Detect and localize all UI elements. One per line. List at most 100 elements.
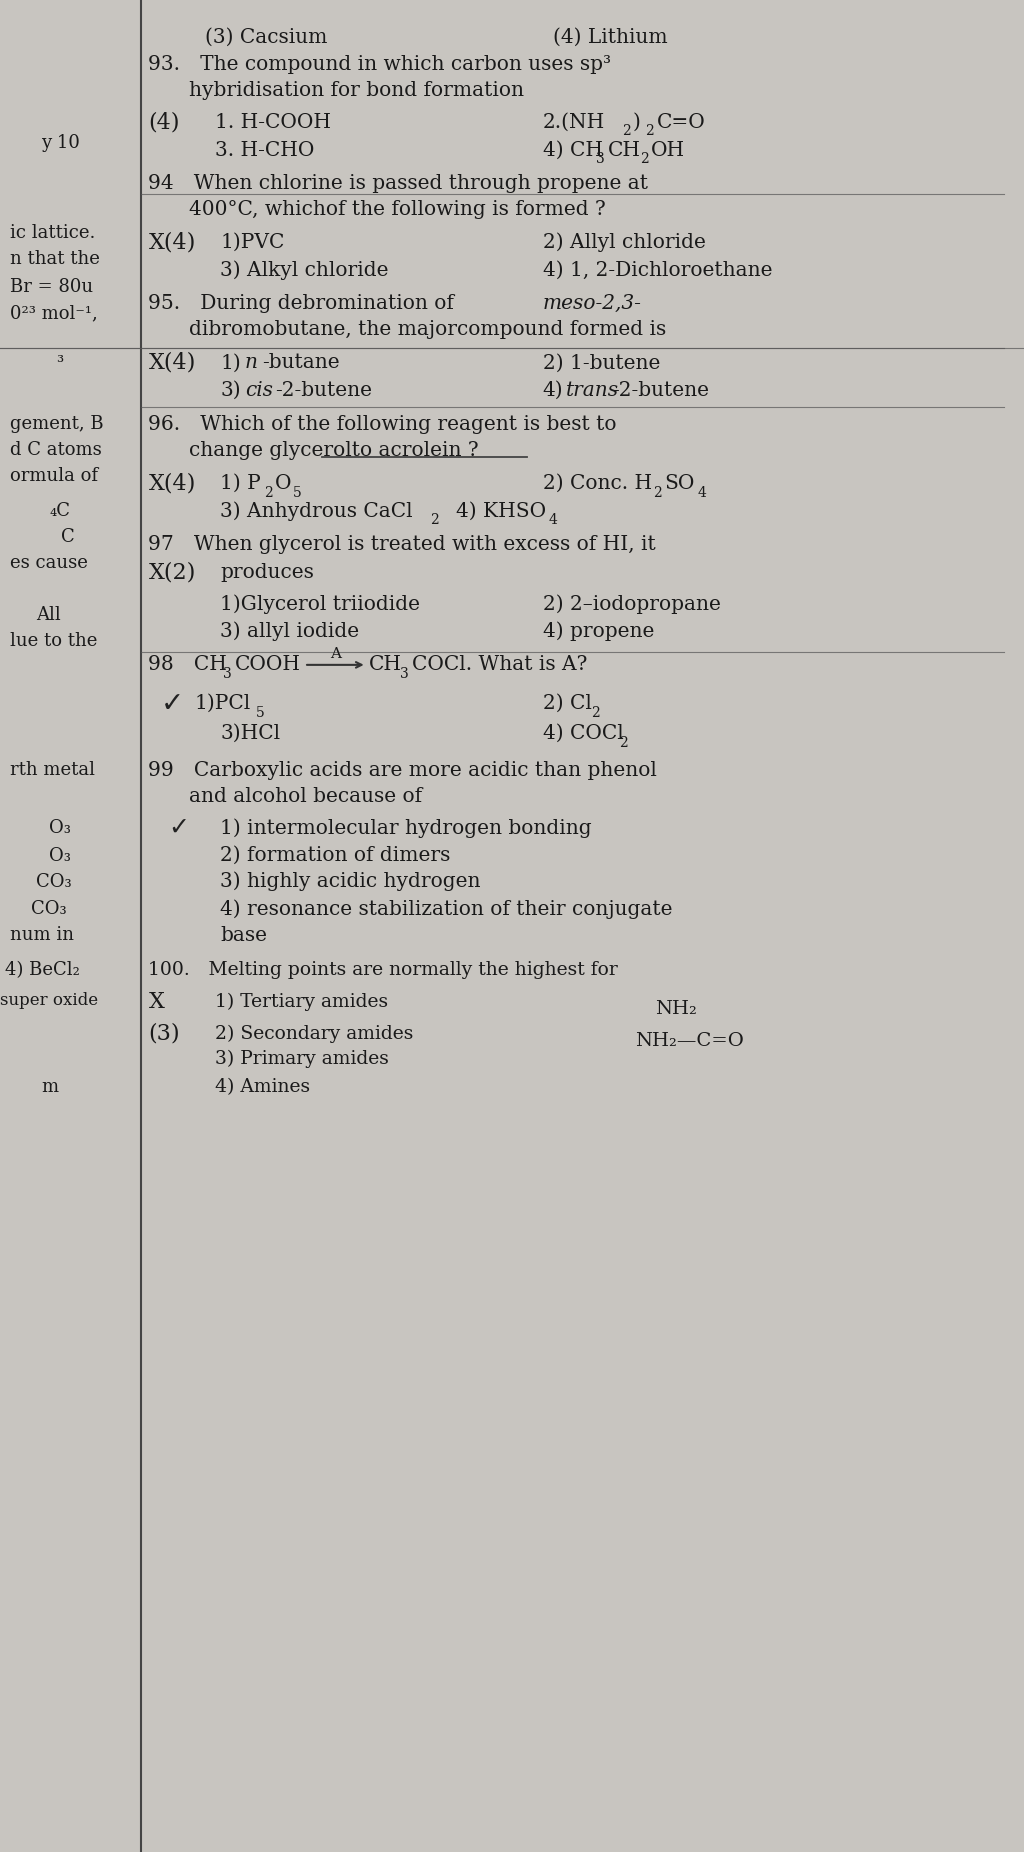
Text: -2-butene: -2-butene <box>612 382 710 400</box>
Text: 1)PVC: 1)PVC <box>220 233 285 252</box>
Text: 2: 2 <box>645 124 654 139</box>
Text: CH: CH <box>369 656 401 674</box>
Text: 4) CH: 4) CH <box>543 141 603 159</box>
Text: gement, B: gement, B <box>10 415 103 433</box>
Text: -2-butene: -2-butene <box>275 382 373 400</box>
Text: 99 Carboxylic acids are more acidic than phenol: 99 Carboxylic acids are more acidic than… <box>148 761 657 780</box>
Text: 400°C, whichof the following is formed ?: 400°C, whichof the following is formed ? <box>189 200 606 219</box>
Text: 4: 4 <box>549 513 558 528</box>
Text: C=O: C=O <box>656 113 706 131</box>
Text: CO₃: CO₃ <box>31 900 67 919</box>
Text: and alcohol because of: and alcohol because of <box>189 787 423 806</box>
Text: A: A <box>331 646 341 661</box>
Text: 1) intermolecular hydrogen bonding: 1) intermolecular hydrogen bonding <box>220 819 592 837</box>
Text: 94 When chlorine is passed through propene at: 94 When chlorine is passed through prope… <box>148 174 648 193</box>
Text: O: O <box>274 474 291 493</box>
Text: 1): 1) <box>220 354 241 372</box>
Text: y 10: y 10 <box>41 133 80 152</box>
Text: 3)HCl: 3)HCl <box>220 724 281 743</box>
Text: ormula of: ormula of <box>10 467 98 485</box>
Text: X(4): X(4) <box>148 472 196 494</box>
Text: X(2): X(2) <box>148 561 196 583</box>
Text: Br = 80u: Br = 80u <box>10 278 93 296</box>
Text: 2: 2 <box>620 735 629 750</box>
Text: lue to the: lue to the <box>10 632 97 650</box>
Text: ): ) <box>633 113 641 131</box>
Text: All: All <box>36 606 60 624</box>
Text: 100. Melting points are normally the highest for: 100. Melting points are normally the hig… <box>148 961 618 980</box>
Text: 3) Alkyl chloride: 3) Alkyl chloride <box>220 261 389 280</box>
Text: d C atoms: d C atoms <box>10 441 102 459</box>
Text: (3): (3) <box>148 1022 180 1045</box>
Text: NH₂: NH₂ <box>655 1000 697 1019</box>
Text: -butane: -butane <box>262 354 340 372</box>
Text: 3: 3 <box>596 152 605 167</box>
Text: 1) Tertiary amides: 1) Tertiary amides <box>215 993 388 1011</box>
Text: m: m <box>41 1078 58 1096</box>
Text: (4): (4) <box>148 111 180 133</box>
Text: cis: cis <box>245 382 272 400</box>
Text: 2: 2 <box>264 485 273 500</box>
Text: 1) P: 1) P <box>220 474 261 493</box>
Text: ic lattice.: ic lattice. <box>10 224 95 243</box>
Text: NH₂—C=O: NH₂—C=O <box>635 1032 743 1050</box>
Text: 0²³ mol⁻¹,: 0²³ mol⁻¹, <box>10 304 98 322</box>
Text: 2: 2 <box>640 152 649 167</box>
Text: (4) Lithium: (4) Lithium <box>553 28 668 46</box>
Text: 4): 4) <box>543 382 563 400</box>
Text: meso-2,3-: meso-2,3- <box>543 294 642 313</box>
Text: 3: 3 <box>223 667 232 682</box>
Text: CO₃: CO₃ <box>36 872 72 891</box>
Text: SO: SO <box>665 474 695 493</box>
Text: 3): 3) <box>220 382 241 400</box>
Text: change glycerolto acrolein ?: change glycerolto acrolein ? <box>189 441 479 459</box>
Text: 4) Amines: 4) Amines <box>215 1078 310 1096</box>
Text: 5: 5 <box>293 485 302 500</box>
Text: rth metal: rth metal <box>10 761 95 780</box>
Text: 2.(NH: 2.(NH <box>543 113 605 131</box>
Text: 2) Allyl chloride: 2) Allyl chloride <box>543 233 706 252</box>
Text: 3) Primary amides: 3) Primary amides <box>215 1050 389 1069</box>
Text: dibromobutane, the majorcompound formed is: dibromobutane, the majorcompound formed … <box>189 320 667 339</box>
Text: X(4): X(4) <box>148 232 196 254</box>
Text: num in: num in <box>10 926 74 945</box>
Text: es cause: es cause <box>10 554 88 572</box>
Text: 5: 5 <box>256 706 265 720</box>
Text: 2: 2 <box>591 706 600 720</box>
Text: ₄C: ₄C <box>49 502 71 520</box>
Text: 2) 2–iodopropane: 2) 2–iodopropane <box>543 594 721 613</box>
Text: CH: CH <box>608 141 641 159</box>
Text: 1)Glycerol triiodide: 1)Glycerol triiodide <box>220 594 420 613</box>
Text: COOH: COOH <box>234 656 300 674</box>
Text: 3. H-CHO: 3. H-CHO <box>215 141 314 159</box>
Text: COCl. What is A?: COCl. What is A? <box>412 656 587 674</box>
Text: n: n <box>245 354 258 372</box>
Text: C: C <box>61 528 75 546</box>
Text: 2: 2 <box>622 124 631 139</box>
Text: hybridisation for bond formation: hybridisation for bond formation <box>189 81 524 100</box>
Text: ✓: ✓ <box>161 689 183 719</box>
Text: produces: produces <box>220 563 314 582</box>
Text: 3) highly acidic hydrogen: 3) highly acidic hydrogen <box>220 872 480 891</box>
Text: (3) Cacsium: (3) Cacsium <box>205 28 328 46</box>
Text: O₃: O₃ <box>49 819 71 837</box>
Text: 4) BeCl₂: 4) BeCl₂ <box>5 961 80 980</box>
Text: 2) Secondary amides: 2) Secondary amides <box>215 1024 414 1043</box>
Text: 2) 1-butene: 2) 1-butene <box>543 354 660 372</box>
Text: OH: OH <box>651 141 685 159</box>
Text: O₃: O₃ <box>49 846 71 865</box>
Text: 2: 2 <box>653 485 663 500</box>
Text: 1. H-COOH: 1. H-COOH <box>215 113 331 131</box>
Text: 4: 4 <box>697 485 707 500</box>
Text: 97 When glycerol is treated with excess of HI, it: 97 When glycerol is treated with excess … <box>148 535 656 554</box>
Text: 95. During debromination of: 95. During debromination of <box>148 294 461 313</box>
Text: 2) formation of dimers: 2) formation of dimers <box>220 846 451 865</box>
Text: 4) COCl: 4) COCl <box>543 724 624 743</box>
Text: 3) Anhydrous CaCl: 3) Anhydrous CaCl <box>220 502 413 520</box>
Text: 2: 2 <box>430 513 439 528</box>
Text: 1)PCl: 1)PCl <box>195 694 251 713</box>
Text: 4) KHSO: 4) KHSO <box>456 502 546 520</box>
Text: 4) resonance stabilization of their conjugate: 4) resonance stabilization of their conj… <box>220 900 673 919</box>
Text: trans: trans <box>566 382 620 400</box>
Text: X(4): X(4) <box>148 352 196 374</box>
